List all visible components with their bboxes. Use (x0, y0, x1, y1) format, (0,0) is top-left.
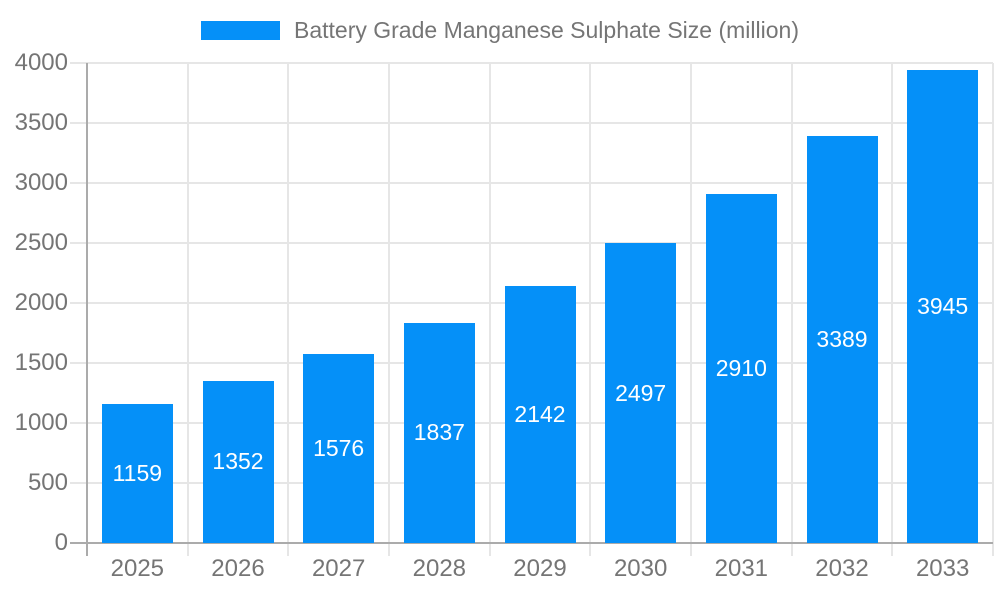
legend[interactable]: Battery Grade Manganese Sulphate Size (m… (0, 12, 1000, 48)
x-gridline (488, 63, 491, 556)
bar-value-label: 3945 (917, 292, 969, 319)
bar-2026[interactable]: 1352 (202, 380, 274, 543)
x-gridline (790, 63, 793, 556)
bar-2032[interactable]: 3389 (806, 136, 878, 543)
x-axis-line (70, 542, 993, 544)
y-axis-tick-label: 3000 (14, 169, 68, 196)
x-gridline (589, 63, 592, 556)
y-gridline (70, 242, 993, 244)
y-axis-tick-label: 500 (27, 469, 68, 496)
bar-2028[interactable]: 1837 (403, 322, 475, 543)
bar-value-label: 2497 (615, 379, 667, 406)
x-axis-tick-label: 2032 (815, 555, 869, 582)
x-axis-tick-label: 2027 (311, 555, 366, 582)
y-axis-tick-label: 1000 (14, 409, 68, 436)
bar-value-label: 2142 (514, 400, 566, 427)
y-axis-tick-label: 2500 (14, 229, 68, 256)
bar-2033[interactable]: 3945 (907, 69, 979, 543)
bar-2025[interactable]: 1159 (101, 403, 173, 543)
x-gridline (186, 63, 189, 556)
y-axis-line (86, 63, 88, 556)
bar-value-label: 1352 (212, 448, 264, 475)
x-gridline (690, 63, 692, 556)
legend-swatch-icon (201, 20, 280, 40)
bar-2029[interactable]: 2142 (504, 285, 576, 543)
x-axis-tick-label: 2033 (915, 555, 970, 582)
bar-value-label: 2910 (715, 354, 767, 381)
x-axis-tick-label: 2026 (211, 555, 265, 582)
bar-value-label: 3389 (816, 326, 868, 353)
y-gridline (70, 182, 993, 184)
bar-2030[interactable]: 2497 (605, 243, 677, 543)
x-gridline (992, 63, 994, 556)
y-axis-tick-label: 2000 (14, 289, 68, 316)
x-gridline (891, 63, 894, 556)
y-gridline (70, 62, 993, 64)
bar-2027[interactable]: 1576 (303, 353, 375, 543)
y-axis-tick-label: 4000 (14, 49, 68, 76)
x-axis-tick-label: 2031 (714, 555, 769, 582)
y-gridline (70, 122, 993, 124)
legend-label: Battery Grade Manganese Sulphate Size (m… (294, 16, 799, 43)
x-axis-tick-label: 2025 (110, 555, 165, 582)
x-axis-tick-label: 2030 (613, 555, 668, 582)
x-gridline (388, 63, 390, 556)
x-axis-tick-label: 2029 (513, 555, 567, 582)
x-axis-tick-label: 2028 (412, 555, 467, 582)
bar-value-label: 1837 (413, 419, 465, 446)
x-gridline (287, 63, 290, 556)
bar-2031[interactable]: 2910 (705, 193, 777, 543)
bar-value-label: 1576 (313, 434, 365, 461)
y-axis-tick-label: 3500 (14, 109, 68, 136)
y-axis-tick-label: 1500 (14, 349, 68, 376)
bar-value-label: 1159 (112, 459, 163, 486)
y-axis-tick-label: 0 (54, 529, 68, 556)
